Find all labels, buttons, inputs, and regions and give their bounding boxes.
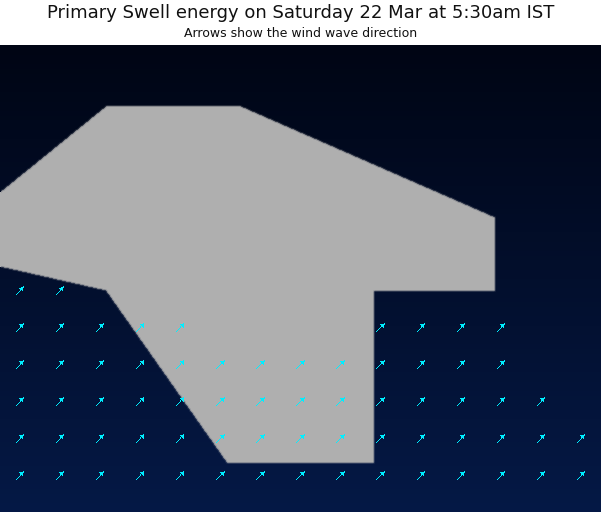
- Text: Primary Swell energy on Saturday 22 Mar at 5:30am IST: Primary Swell energy on Saturday 22 Mar …: [47, 5, 554, 23]
- Text: Arrows show the wind wave direction: Arrows show the wind wave direction: [184, 27, 417, 40]
